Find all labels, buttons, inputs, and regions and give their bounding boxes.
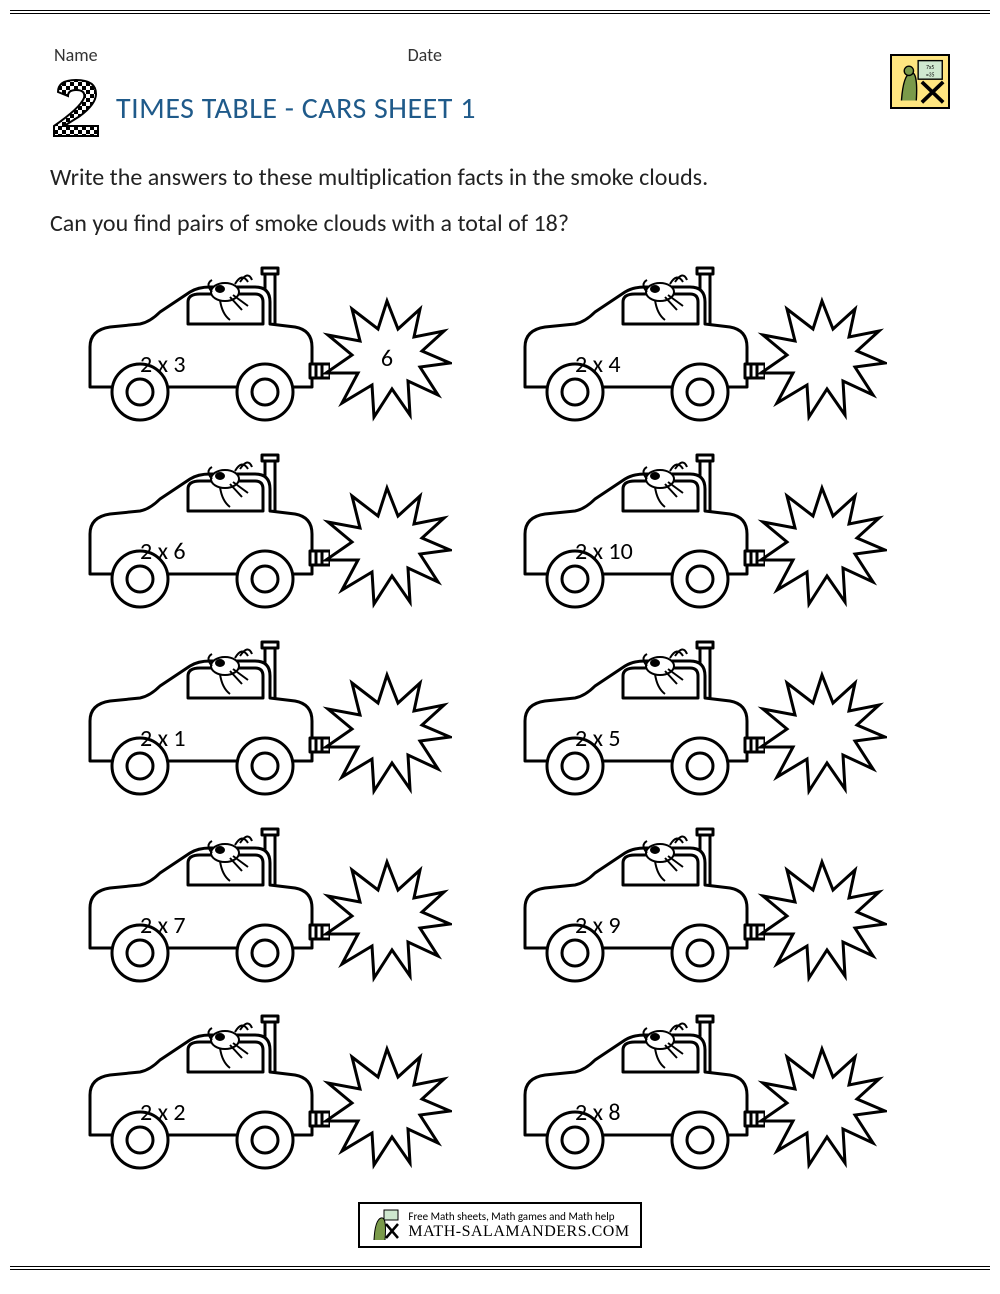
problem-unit: 2 x 5 [505, 636, 930, 801]
worksheet-page: Name Date 7x5 =35 TIMES TABLE - CARS SH [10, 10, 990, 1270]
instruction-line-1: Write the answers to these multiplicatio… [50, 160, 950, 196]
problem-unit: 2 x 9 [505, 823, 930, 988]
answer-cloud[interactable] [322, 856, 452, 986]
problem-expression: 2 x 3 [140, 350, 186, 379]
footer: Free Math sheets, Math games and Math he… [10, 1202, 990, 1248]
problem-expression: 2 x 7 [140, 911, 186, 940]
answer-cloud[interactable] [757, 669, 887, 799]
footer-site: MATH-SALAMANDERS.COM [408, 1223, 629, 1241]
answer-cloud[interactable] [322, 1043, 452, 1173]
header-fields: Name Date [50, 44, 950, 66]
problem-expression: 2 x 9 [575, 911, 621, 940]
number-two-icon [50, 78, 104, 138]
problem-expression: 2 x 5 [575, 724, 621, 753]
svg-text:7x5: 7x5 [926, 65, 934, 71]
answer-cloud[interactable]: 6 [322, 295, 452, 425]
problem-expression: 2 x 2 [140, 1098, 186, 1127]
svg-text:=35: =35 [926, 72, 935, 78]
problem-unit: 2 x 7 [70, 823, 495, 988]
problem-expression: 2 x 10 [575, 537, 633, 566]
instruction-line-2: Can you find pairs of smoke clouds with … [50, 206, 950, 242]
answer-cloud[interactable] [322, 482, 452, 612]
footer-logo-icon [370, 1208, 400, 1242]
problem-unit: 2 x 2 [70, 1010, 495, 1175]
answer-cloud[interactable] [757, 856, 887, 986]
problem-expression: 2 x 1 [140, 724, 186, 753]
problem-unit: 2 x 8 [505, 1010, 930, 1175]
problem-expression: 2 x 4 [575, 350, 621, 379]
site-logo-icon: 7x5 =35 [890, 54, 950, 109]
problem-expression: 2 x 8 [575, 1098, 621, 1127]
footer-tagline: Free Math sheets, Math games and Math he… [408, 1210, 629, 1223]
answer-cloud[interactable] [757, 482, 887, 612]
problem-unit: 2 x 1 [70, 636, 495, 801]
problems-grid: 2 x 3 6 2 x 4 [50, 262, 950, 1175]
name-label: Name [54, 44, 98, 66]
problem-unit: 2 x 4 [505, 262, 930, 427]
page-title: TIMES TABLE - CARS SHEET 1 [116, 90, 476, 127]
problem-unit: 2 x 3 6 [70, 262, 495, 427]
answer-cloud[interactable] [757, 1043, 887, 1173]
answer-cloud[interactable] [757, 295, 887, 425]
problem-unit: 2 x 10 [505, 449, 930, 614]
answer-cloud[interactable] [322, 669, 452, 799]
footer-box: Free Math sheets, Math games and Math he… [358, 1202, 641, 1248]
problem-unit: 2 x 6 [70, 449, 495, 614]
problem-expression: 2 x 6 [140, 537, 186, 566]
answer-value: 6 [381, 344, 393, 373]
title-row: TIMES TABLE - CARS SHEET 1 [50, 78, 950, 138]
footer-text: Free Math sheets, Math games and Math he… [408, 1210, 629, 1241]
date-label: Date [408, 44, 442, 66]
